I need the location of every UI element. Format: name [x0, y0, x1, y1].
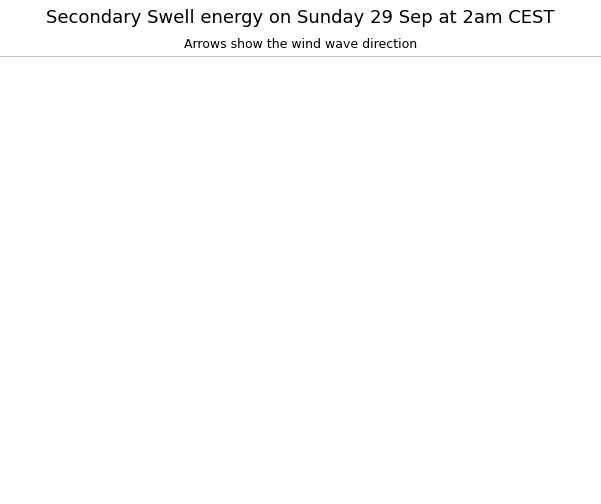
Text: Arrows show the wind wave direction: Arrows show the wind wave direction	[184, 38, 417, 51]
Text: Secondary Swell energy on Sunday 29 Sep at 2am CEST: Secondary Swell energy on Sunday 29 Sep …	[46, 9, 555, 27]
Text: cartopy required for map: cartopy required for map	[197, 272, 404, 289]
